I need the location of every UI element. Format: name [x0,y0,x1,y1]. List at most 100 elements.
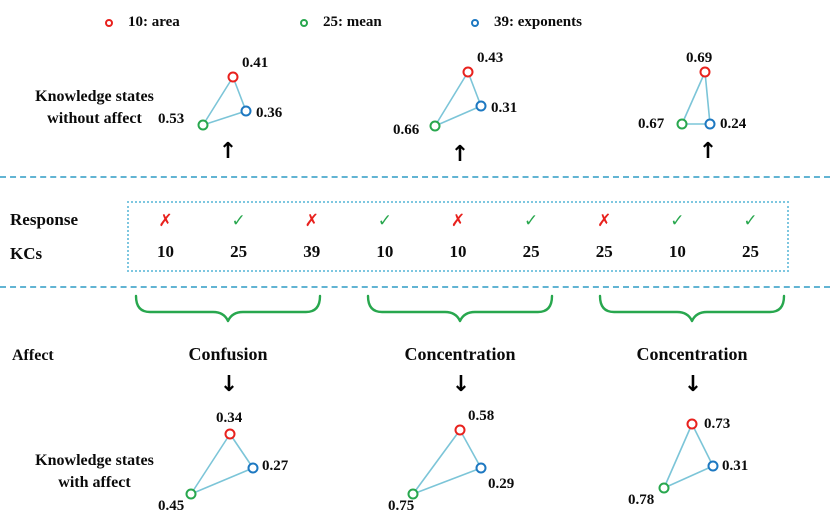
kc-value: 39 [303,242,321,262]
response-mark: ✓ [231,210,246,231]
exponents-node-icon [471,18,479,27]
kc-value: 10 [668,242,686,262]
label-kcs: KCs [10,244,43,263]
edge [190,467,254,495]
edge [459,429,482,469]
exponents-value: 0.31 [491,100,518,116]
kc-value: 25 [595,242,613,262]
mean-value: 0.53 [158,111,185,127]
edge [412,467,482,495]
response-mark: ✓ [377,210,392,231]
edge [202,76,234,126]
edge [412,429,461,495]
affect-value-3: Concentration [636,344,748,364]
response-mark: ✗ [158,210,173,231]
label-knowledge-states-without-affect: Knowledge states without affect [2,86,187,130]
area-value: 0.43 [477,50,504,66]
down-arrow-icon: ↓ [451,372,471,397]
response-mark: ✗ [597,210,612,231]
dashed-separator [0,176,830,178]
underbrace-icon [598,294,786,323]
edge [663,465,714,489]
response-mark: ✓ [670,210,685,231]
response-mark: ✗ [450,210,466,231]
edge [190,433,231,495]
down-arrow-icon: ↓ [219,372,239,397]
triangle-graph-icon [185,428,259,500]
edge [681,71,706,125]
area-value: 0.58 [468,408,495,424]
edge [202,110,247,126]
label-response: Response [10,210,79,229]
label-line: Knowledge states [35,452,154,469]
mean-value: 0.78 [628,492,655,508]
area-node-icon [227,71,239,83]
response-kc-box: ✗ ✓ ✗ ✓ ✗ ✓ ✗ ✓ ✓ 10 25 39 10 10 25 25 1… [127,201,789,272]
mean-node-icon [185,488,197,500]
area-value: 0.34 [216,410,243,426]
affect-value-1: Confusion [188,344,268,364]
edge [704,71,711,125]
exponents-node-icon [475,100,487,112]
up-arrow-icon: ↑ [698,139,718,164]
area-value: 0.69 [686,50,713,66]
exponents-value: 0.29 [488,476,515,492]
exponents-node-icon [240,105,252,117]
kc-value: 10 [376,242,394,262]
exponents-node-icon [475,462,487,474]
knowledge-graph-without-affect-2: 0.43 0.66 0.31 [393,50,533,150]
exponents-node-icon [707,460,719,472]
kc-value: 10 [157,242,175,262]
exponents-value: 0.24 [720,116,747,132]
exponents-node-icon [704,118,716,130]
legend-item-area: 10: area [105,14,180,31]
response-mark: ✗ [304,210,319,231]
label-line: with affect [58,474,131,491]
mean-node-icon [300,18,308,27]
exponents-value: 0.31 [722,458,749,474]
exponents-node-icon [247,462,259,474]
knowledge-graph-with-affect-3: 0.73 0.78 0.31 [618,400,773,515]
edge [663,423,693,489]
kc-value: 25 [230,242,248,262]
response-mark: ✓ [743,210,758,231]
kc-value: 25 [741,242,759,262]
exponents-value: 0.27 [262,458,289,474]
kc-value: 25 [522,242,540,262]
down-arrow-icon: ↓ [683,372,703,397]
mean-node-icon [676,118,688,130]
knowledge-graph-without-affect-3: 0.69 0.67 0.24 [630,50,770,150]
label-line: Knowledge states [35,88,154,105]
area-node-icon [462,66,474,78]
mean-value: 0.45 [158,498,185,514]
mean-node-icon [197,119,209,131]
affect-value-2: Concentration [404,344,516,364]
label-line: without affect [47,110,142,127]
label-knowledge-states-with-affect: Knowledge states with affect [2,450,187,494]
area-value: 0.73 [704,416,731,432]
legend-item-exponents: 39: exponents [471,14,582,31]
knowledge-graph-without-affect-1: 0.41 0.53 0.36 [158,55,298,155]
legend-label-exponents: 39: exponents [494,14,582,30]
edge [467,71,482,107]
area-node-icon [686,418,698,430]
edge [434,105,482,127]
kc-value: 10 [449,242,467,262]
knowledge-graph-with-affect-2: 0.58 0.75 0.29 [388,404,543,519]
area-value: 0.41 [242,55,269,71]
area-node-icon [105,18,113,27]
underbrace-icon [134,294,322,323]
triangle-graph-icon [429,66,487,132]
up-arrow-icon: ↑ [450,142,470,167]
label-affect: Affect [12,347,54,364]
area-node-icon [224,428,236,440]
underbrace-icon [366,294,554,323]
area-node-icon [454,424,466,436]
area-node-icon [699,66,711,78]
triangle-graph-icon [197,71,252,131]
mean-node-icon [429,120,441,132]
triangle-graph-icon [658,418,719,494]
response-mark: ✓ [523,210,539,231]
triangle-graph-icon [407,424,487,500]
